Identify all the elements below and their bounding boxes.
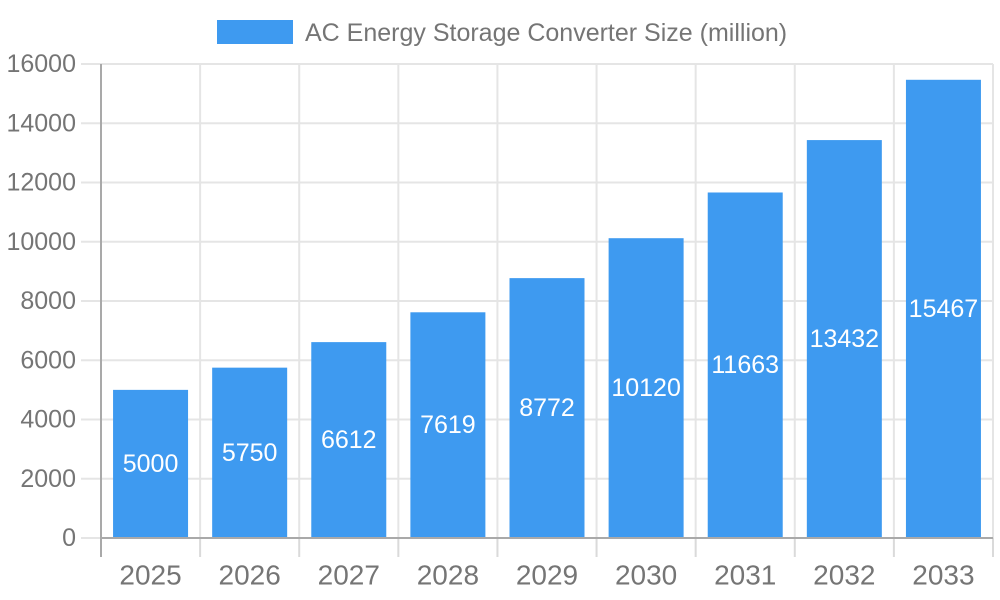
bar-2033[interactable] <box>905 79 981 538</box>
bar-2026[interactable] <box>212 367 288 538</box>
bar-value-label: 5000 <box>123 450 179 478</box>
y-axis-label: 10000 <box>6 228 76 256</box>
bar-value-label: 6612 <box>321 426 377 454</box>
bar-value-label: 11663 <box>711 351 779 379</box>
bar-value-label: 10120 <box>611 374 681 402</box>
y-axis-label: 16000 <box>6 50 76 78</box>
bar-2032[interactable] <box>806 140 882 538</box>
bar-2028[interactable] <box>410 312 486 538</box>
y-axis-label: 6000 <box>20 346 76 374</box>
plot-area: 0 2000 4000 6000 8000 10000 12000 14000 16000 500… <box>6 50 994 591</box>
y-axis-label: 12000 <box>6 169 76 197</box>
bar-value-label: 13432 <box>810 325 880 353</box>
x-axis-label: 2031 <box>714 560 776 591</box>
x-axis-label: 2028 <box>417 560 479 591</box>
bar-2029[interactable] <box>509 278 585 538</box>
y-axis-label: 8000 <box>20 287 76 315</box>
bar-2027[interactable] <box>311 342 387 538</box>
y-axis-label: 0 <box>62 524 76 552</box>
bar-2030[interactable] <box>608 238 684 538</box>
y-axis-label: 14000 <box>6 109 76 137</box>
legend-swatch <box>217 20 293 44</box>
x-axis-label: 2027 <box>318 560 380 591</box>
bar-value-label: 8772 <box>519 394 575 422</box>
x-axis-label: 2029 <box>516 560 578 591</box>
x-axis-label: 2030 <box>615 560 677 591</box>
x-axis-label: 2026 <box>219 560 281 591</box>
y-axis-label: 2000 <box>20 465 76 493</box>
x-axis-label: 2032 <box>813 560 875 591</box>
bar-2025[interactable] <box>113 389 189 538</box>
bar-value-label: 15467 <box>909 295 979 323</box>
legend[interactable]: AC Energy Storage Converter Size (millio… <box>217 19 787 47</box>
bar-2031[interactable] <box>707 192 783 538</box>
x-axis-label: 2025 <box>119 560 181 591</box>
bar-value-label: 7619 <box>420 411 476 439</box>
legend-label: AC Energy Storage Converter Size (millio… <box>305 19 787 47</box>
y-axis-label: 4000 <box>20 406 76 434</box>
bar-value-label: 5750 <box>222 439 278 467</box>
x-axis-label: 2033 <box>912 560 974 591</box>
